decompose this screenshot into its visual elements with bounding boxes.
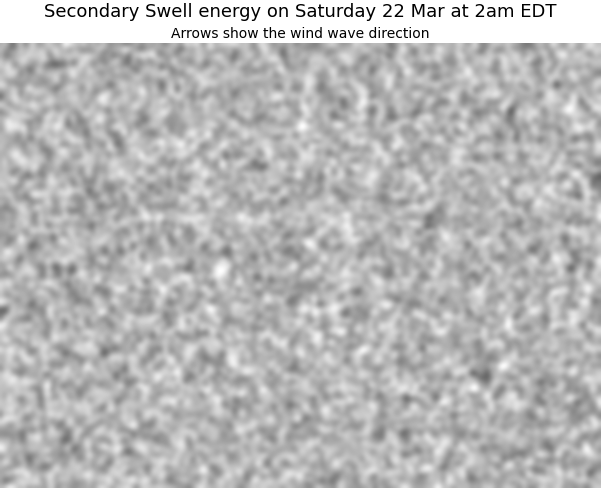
- Text: Secondary Swell energy on Saturday 22 Mar at 2am EDT: Secondary Swell energy on Saturday 22 Ma…: [44, 3, 557, 21]
- Text: Arrows show the wind wave direction: Arrows show the wind wave direction: [171, 27, 430, 41]
